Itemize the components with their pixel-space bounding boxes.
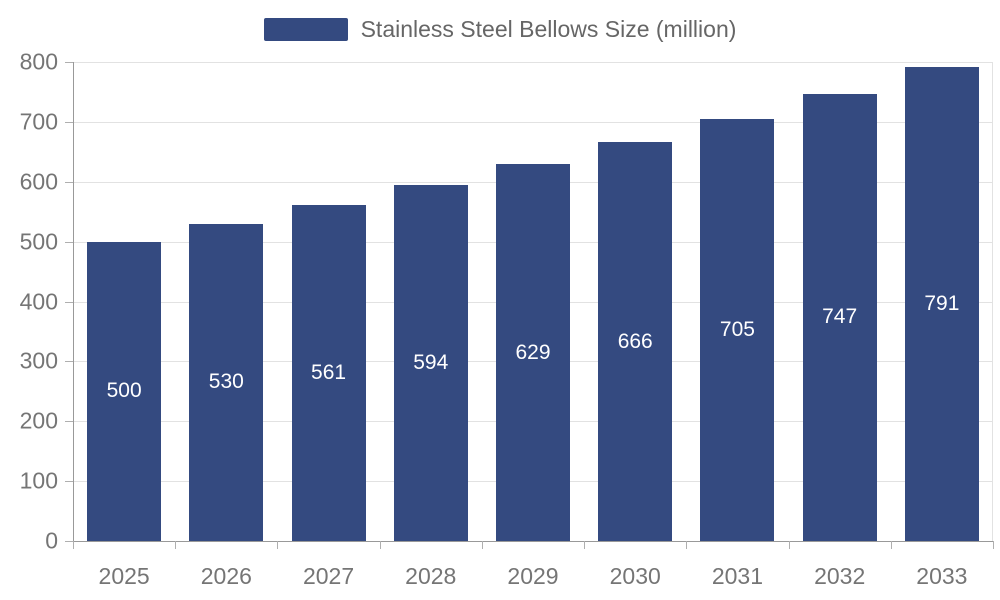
bar-value-label: 594: [413, 351, 449, 375]
bar-value-label: 666: [617, 329, 653, 353]
bar-2029[interactable]: [496, 164, 570, 541]
y-axis-tick-label: 100: [19, 467, 58, 494]
bar-2026[interactable]: [189, 223, 264, 541]
bar-value-label: 629: [515, 340, 551, 364]
bar-value-label: 705: [719, 317, 755, 341]
bar-2028[interactable]: [393, 185, 468, 541]
gridline: [73, 121, 993, 123]
bar-value-label: 500: [106, 379, 142, 403]
y-axis-line: [73, 62, 74, 541]
y-axis-tick-label: 600: [19, 168, 58, 195]
x-axis-tick-label: 2025: [98, 563, 150, 589]
x-axis-tick: [379, 541, 381, 549]
y-axis-tick: [65, 121, 73, 123]
legend-swatch: [263, 17, 348, 41]
x-axis-tick-label: 2028: [405, 563, 457, 589]
x-axis-tick: [993, 541, 994, 549]
x-axis-tick: [788, 541, 790, 549]
y-axis-tick: [65, 241, 73, 243]
x-axis-tick-label: 2030: [609, 563, 661, 589]
x-axis-tick-label: 2027: [302, 563, 355, 589]
x-axis-tick: [481, 541, 483, 549]
x-axis-tick-label: 2026: [200, 563, 252, 589]
x-axis-tick: [277, 541, 279, 549]
x-axis-tick: [584, 541, 586, 549]
y-axis-tick: [65, 301, 73, 303]
bar-2030[interactable]: [598, 142, 673, 541]
plot-frame-right: [992, 62, 993, 541]
y-axis-tick-label: 200: [19, 407, 58, 434]
bar-value-label: 530: [208, 370, 244, 394]
y-axis-tick-label: 300: [19, 347, 58, 374]
x-axis-tick-label: 2031: [711, 563, 764, 589]
bar-2025[interactable]: [87, 241, 162, 541]
x-axis-tick: [686, 541, 688, 549]
y-axis-tick: [65, 541, 73, 542]
bar-2031[interactable]: [700, 118, 775, 541]
y-axis-tick: [65, 481, 73, 483]
plot-frame-top: [73, 62, 993, 63]
x-axis-tick-label: 2032: [814, 563, 866, 589]
x-axis-tick-label: 2033: [916, 563, 968, 589]
y-axis-tick: [65, 421, 73, 423]
x-axis-tick-label: 2029: [507, 563, 559, 589]
y-axis-tick-label: 700: [19, 108, 58, 135]
y-axis-tick-label: 800: [19, 48, 58, 75]
y-axis-tick-label: 400: [19, 288, 58, 314]
x-axis-tick: [73, 541, 74, 549]
bar-value-label: 561: [311, 361, 347, 385]
x-axis-line: [72, 541, 993, 542]
plot-area: 500 530 561 594 629 666 705 747 791: [72, 62, 993, 542]
x-axis-tick: [175, 541, 177, 549]
bar-2027[interactable]: [291, 205, 366, 541]
y-axis-tick: [65, 361, 73, 363]
legend[interactable]: Stainless Steel Bellows Size (million): [0, 16, 1000, 42]
legend-label: Stainless Steel Bellows Size (million): [360, 16, 737, 42]
bar-value-label: 791: [924, 292, 960, 316]
y-axis-tick-label: 0: [45, 527, 58, 554]
bar-2032[interactable]: [802, 93, 877, 541]
x-axis-tick: [890, 541, 892, 549]
bar-2033[interactable]: [904, 67, 979, 541]
y-axis-tick-label: 500: [19, 228, 58, 255]
y-axis-tick: [65, 62, 73, 63]
y-axis-tick: [65, 181, 73, 183]
bar-value-label: 747: [822, 305, 858, 329]
